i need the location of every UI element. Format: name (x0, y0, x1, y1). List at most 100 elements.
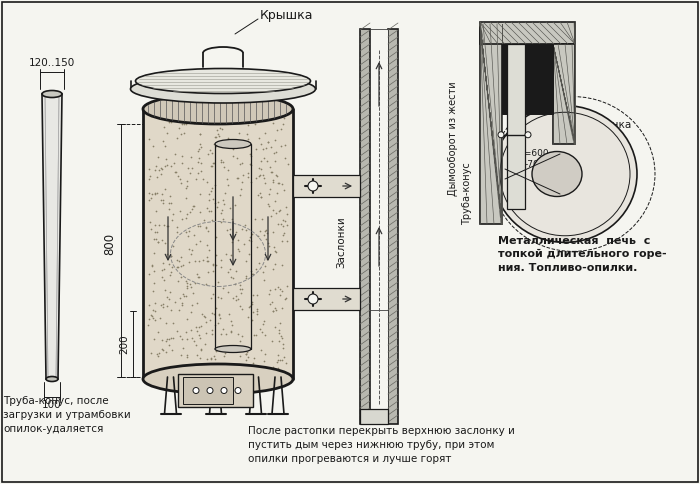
Point (187, 334, 198, 342)
Point (208, 196, 219, 203)
Point (270, 149, 281, 156)
Point (190, 257, 201, 264)
Point (161, 348, 172, 356)
Point (253, 366, 264, 374)
Bar (370, 310, 388, 424)
Point (265, 167, 276, 175)
Point (195, 345, 206, 353)
Point (192, 327, 203, 334)
Point (206, 216, 217, 224)
Point (183, 227, 195, 235)
Point (153, 328, 164, 336)
Point (172, 263, 183, 271)
Point (163, 222, 174, 229)
Point (280, 204, 291, 212)
Point (162, 335, 173, 343)
Point (275, 332, 286, 340)
Point (177, 300, 188, 307)
Point (194, 154, 205, 162)
Point (276, 142, 287, 150)
Point (150, 189, 161, 197)
Point (193, 331, 204, 339)
Point (234, 247, 245, 255)
Point (204, 246, 215, 254)
Point (274, 319, 286, 327)
Point (249, 331, 260, 339)
Point (219, 200, 230, 208)
Point (208, 352, 219, 360)
Point (280, 141, 291, 149)
Point (254, 171, 265, 179)
Point (206, 356, 217, 363)
Point (219, 189, 230, 197)
Point (160, 239, 171, 246)
Point (201, 355, 212, 363)
Point (169, 168, 181, 176)
Point (217, 197, 228, 204)
Point (197, 310, 208, 318)
Point (181, 210, 193, 218)
Point (251, 175, 262, 182)
Point (208, 260, 219, 268)
Point (150, 163, 162, 170)
Point (233, 236, 244, 244)
Point (166, 347, 177, 354)
Point (195, 143, 206, 151)
Point (149, 221, 160, 229)
Point (180, 277, 191, 285)
Point (258, 231, 270, 239)
Text: Труба-конус: Труба-конус (462, 163, 472, 226)
Point (172, 223, 183, 231)
Point (172, 367, 183, 375)
Point (248, 291, 259, 299)
Point (150, 207, 162, 215)
Point (237, 179, 248, 186)
Point (214, 133, 225, 140)
Point (270, 304, 281, 312)
Point (170, 167, 181, 175)
Point (158, 221, 169, 229)
Point (193, 257, 204, 264)
Point (248, 359, 259, 367)
Point (259, 129, 270, 137)
Point (251, 305, 262, 313)
Point (161, 293, 172, 301)
Point (181, 351, 193, 359)
Point (228, 145, 239, 152)
Point (216, 330, 227, 338)
Point (265, 287, 276, 294)
Point (270, 260, 281, 268)
Point (248, 308, 259, 316)
Point (143, 315, 154, 323)
Point (212, 293, 223, 301)
Point (190, 279, 201, 287)
Point (195, 159, 206, 167)
Point (174, 306, 185, 314)
Point (244, 160, 256, 168)
Point (150, 307, 161, 315)
Point (182, 232, 193, 240)
Ellipse shape (215, 346, 251, 352)
Point (188, 118, 199, 125)
Point (278, 114, 289, 121)
Point (196, 346, 207, 353)
Point (209, 133, 220, 140)
Point (216, 115, 227, 123)
Point (195, 208, 206, 216)
Point (270, 157, 281, 165)
Point (165, 334, 176, 342)
Point (211, 127, 223, 135)
Point (281, 237, 293, 245)
Text: Труба-конус, после
загрузки и утрамбовки
опилок-удаляется: Труба-конус, после загрузки и утрамбовки… (3, 396, 131, 434)
Point (204, 207, 215, 214)
Point (281, 294, 292, 302)
Point (174, 257, 185, 265)
Point (276, 304, 288, 312)
Point (171, 135, 182, 142)
Point (197, 175, 209, 182)
Point (192, 222, 203, 230)
Point (280, 295, 291, 303)
Point (213, 130, 224, 138)
Point (209, 140, 220, 148)
Point (212, 319, 223, 327)
